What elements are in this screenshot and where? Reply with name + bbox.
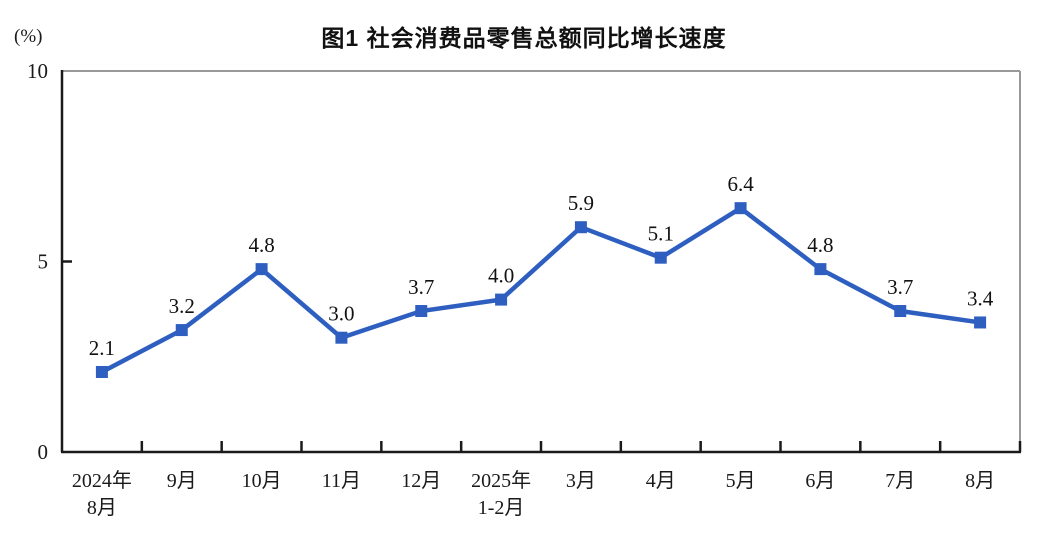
x-axis-category-label: 12月 (401, 470, 441, 492)
x-axis-category-label: 5月 (726, 470, 756, 492)
data-point-label: 6.4 (727, 172, 754, 196)
x-axis-category-label: 4月 (646, 470, 676, 492)
x-axis-category-label: 7月 (885, 470, 915, 492)
x-axis-category-label: 11月 (322, 470, 361, 492)
y-axis-tick-label: 10 (27, 59, 48, 83)
data-point-label: 3.7 (887, 275, 913, 299)
x-axis-category-label: 2025年 1-2月 (471, 469, 531, 519)
data-point-label: 3.4 (967, 286, 994, 310)
data-point-marker (654, 251, 667, 264)
data-point-marker (734, 202, 747, 215)
data-point-label: 3.2 (169, 294, 195, 318)
x-axis-category-label: 9月 (167, 470, 197, 492)
y-axis-tick-label: 5 (38, 250, 49, 274)
data-line (100, 205, 981, 374)
data-point-label: 4.8 (807, 233, 833, 257)
data-point-marker (495, 293, 508, 306)
data-point-marker (175, 324, 188, 337)
data-point-label: 4.8 (248, 233, 274, 257)
data-point-label: 3.0 (328, 302, 354, 326)
x-axis-category-label: 6月 (805, 470, 835, 492)
x-axis-category-label: 3月 (566, 470, 596, 492)
data-point-marker (255, 263, 268, 276)
data-point-marker (335, 331, 348, 344)
x-axis-category-label: 2024年 8月 (72, 469, 132, 519)
data-point-label: 3.7 (408, 275, 434, 299)
data-point-marker (974, 316, 987, 329)
data-point-label: 2.1 (89, 336, 115, 360)
data-point-marker (415, 305, 428, 318)
data-point-marker (814, 263, 827, 276)
data-point-label: 5.1 (648, 222, 674, 246)
data-point-marker (894, 305, 907, 318)
data-point-marker (95, 365, 108, 378)
y-axis-tick-label: 0 (38, 440, 49, 464)
y-axis-unit-label: (%) (14, 26, 43, 47)
x-axis-category-label: 8月 (965, 470, 995, 492)
data-point-label: 4.0 (488, 264, 514, 288)
data-point-label: 5.9 (568, 191, 594, 215)
chart-title: 图1 社会消费品零售总额同比增长速度 (321, 25, 727, 51)
x-axis-category-label: 10月 (242, 470, 282, 492)
data-point-marker (574, 221, 587, 234)
